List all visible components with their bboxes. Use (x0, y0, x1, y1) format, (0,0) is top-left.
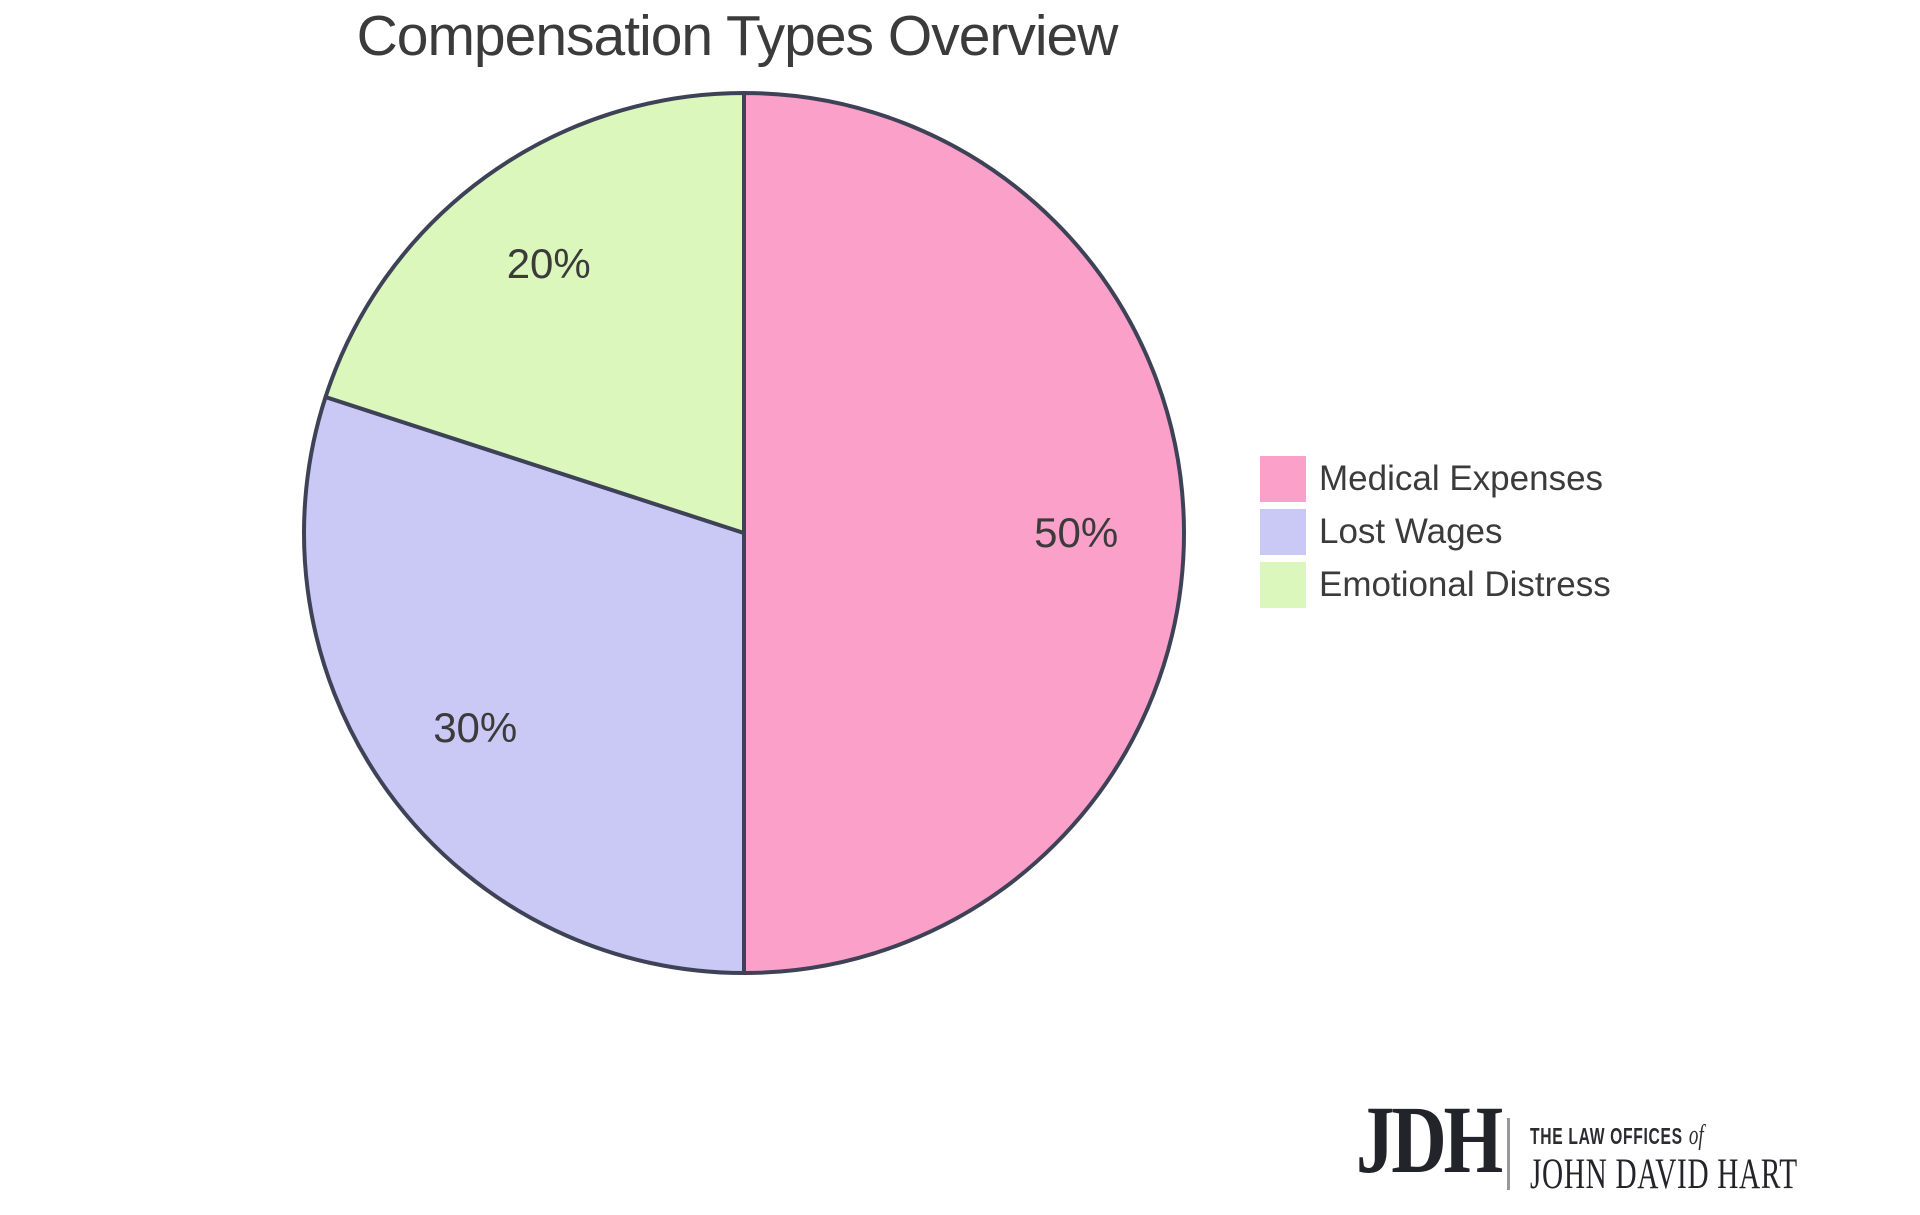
legend-label: Lost Wages (1319, 512, 1503, 551)
legend-item: Medical Expenses (1260, 456, 1611, 502)
logo-tagline-of: of (1688, 1120, 1704, 1151)
pie-slice-pct-label: 20% (506, 240, 591, 288)
logo-tagline: THE LAW OFFICES of (1530, 1122, 1798, 1150)
pie-slice-1 (742, 91, 1186, 975)
logo-tagline-prefix: THE LAW OFFICES (1530, 1123, 1683, 1149)
brand-logo: JDH THE LAW OFFICES of JOHN DAVID HART (1356, 1092, 1876, 1212)
logo-divider (1507, 1118, 1510, 1190)
pie-chart: 50% 30% 20% (300, 89, 1188, 977)
logo-text: THE LAW OFFICES of JOHN DAVID HART (1530, 1122, 1798, 1198)
pie-slices (302, 91, 1186, 975)
legend: Medical Expenses Lost Wages Emotional Di… (1260, 456, 1611, 615)
legend-swatch (1260, 562, 1306, 608)
logo-monogram: JDH (1356, 1086, 1503, 1193)
legend-swatch (1260, 509, 1306, 555)
chart-title: Compensation Types Overview (356, 4, 1119, 68)
pie-slice-pct-label: 30% (433, 704, 518, 752)
legend-label: Emotional Distress (1319, 565, 1611, 604)
legend-item: Lost Wages (1260, 509, 1611, 555)
logo-firm-name: JOHN DAVID HART (1530, 1151, 1798, 1198)
legend-swatch (1260, 456, 1306, 502)
pie-slice-3 (323, 91, 746, 535)
pie-slice-pct-label: 50% (1034, 509, 1119, 556)
legend-label: Medical Expenses (1319, 459, 1604, 498)
legend-item: Emotional Distress (1260, 562, 1611, 608)
pie-slice-2 (302, 395, 746, 975)
